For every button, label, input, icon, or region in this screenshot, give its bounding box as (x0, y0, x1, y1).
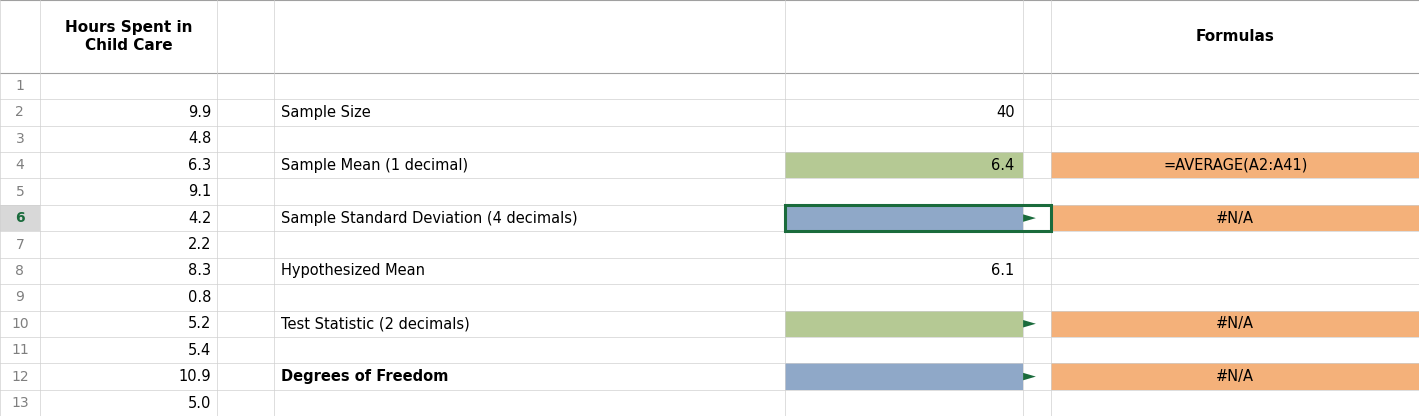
Bar (1051, 205, 1419, 231)
Bar (785, 152, 1023, 178)
Text: =AVERAGE(A2:A41): =AVERAGE(A2:A41) (1164, 158, 1307, 173)
Text: 13: 13 (11, 396, 28, 410)
Text: 12: 12 (11, 369, 28, 384)
Bar (0, 205, 40, 231)
Bar (1051, 364, 1419, 390)
Text: 9: 9 (16, 290, 24, 305)
Text: 2.2: 2.2 (187, 237, 211, 252)
Text: 40: 40 (996, 105, 1015, 120)
Text: 9.1: 9.1 (189, 184, 211, 199)
Text: #N/A: #N/A (1216, 210, 1254, 225)
Text: 5.0: 5.0 (189, 396, 211, 411)
Text: 3: 3 (16, 132, 24, 146)
Bar (785, 310, 1023, 337)
Text: 0.8: 0.8 (189, 290, 211, 305)
Bar (1051, 152, 1419, 178)
Text: 6: 6 (16, 211, 24, 225)
Polygon shape (1023, 373, 1036, 380)
Text: 9.9: 9.9 (189, 105, 211, 120)
Text: 8.3: 8.3 (189, 263, 211, 278)
Bar (785, 205, 1023, 231)
Text: 6.3: 6.3 (189, 158, 211, 173)
Text: 11: 11 (11, 343, 28, 357)
Text: Test Statistic (2 decimals): Test Statistic (2 decimals) (281, 316, 470, 331)
Text: Formulas: Formulas (1196, 29, 1274, 44)
Bar (1051, 310, 1419, 337)
Text: 8: 8 (16, 264, 24, 278)
Text: #N/A: #N/A (1216, 369, 1254, 384)
Text: 6.1: 6.1 (992, 263, 1015, 278)
Text: 10.9: 10.9 (179, 369, 211, 384)
Text: 5.4: 5.4 (189, 343, 211, 358)
Text: Degrees of Freedom: Degrees of Freedom (281, 369, 448, 384)
Text: 6.4: 6.4 (992, 158, 1015, 173)
Text: #N/A: #N/A (1216, 316, 1254, 331)
Text: Sample Standard Deviation (4 decimals): Sample Standard Deviation (4 decimals) (281, 210, 578, 225)
Text: Hypothesized Mean: Hypothesized Mean (281, 263, 424, 278)
Text: 4: 4 (16, 158, 24, 172)
Text: 1: 1 (16, 79, 24, 93)
Text: Sample Mean (1 decimal): Sample Mean (1 decimal) (281, 158, 468, 173)
Polygon shape (1023, 214, 1036, 222)
Text: Sample Size: Sample Size (281, 105, 370, 120)
Text: 10: 10 (11, 317, 28, 331)
Bar (785, 205, 1051, 231)
Text: 7: 7 (16, 238, 24, 252)
Text: 2: 2 (16, 105, 24, 119)
Text: 5.2: 5.2 (189, 316, 211, 331)
Text: 4.2: 4.2 (189, 210, 211, 225)
Text: Hours Spent in
Child Care: Hours Spent in Child Care (65, 20, 192, 53)
Polygon shape (1023, 320, 1036, 327)
Text: 4.8: 4.8 (189, 131, 211, 146)
Bar (785, 364, 1023, 390)
Text: 5: 5 (16, 185, 24, 199)
